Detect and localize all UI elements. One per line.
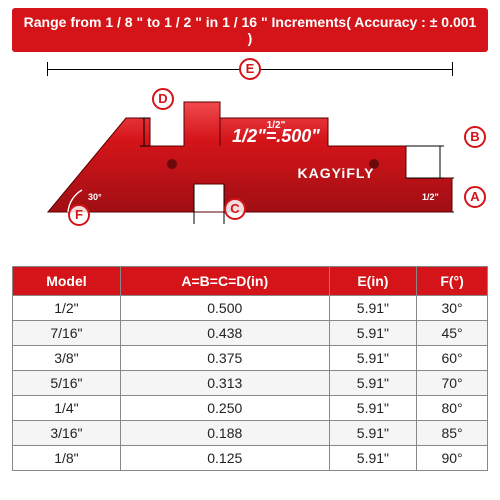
table-row: 3/8" 0.375 5.91" 60° (13, 346, 488, 371)
dimension-a-label: A (464, 186, 486, 208)
half-label-d: 1/2" (160, 130, 177, 140)
half-label-a: 1/2" (422, 192, 439, 202)
table-row: 7/16" 0.438 5.91" 45° (13, 321, 488, 346)
brand-engraving: KAGYiFLY (298, 165, 375, 181)
angle-text: 30° (88, 192, 102, 202)
tool-svg: 1/2"=.500" KAGYiFLY 1/2" 1/2" 1/2" 1/2" … (44, 84, 454, 244)
col-e: E(in) (329, 267, 416, 296)
tool-outline (48, 102, 452, 212)
table-row: 1/8" 0.125 5.91" 90° (13, 446, 488, 471)
tool-diagram: E (12, 58, 488, 258)
table-header-row: Model A=B=C=D(in) E(in) F(°) (13, 267, 488, 296)
col-model: Model (13, 267, 121, 296)
half-label-c: 1/2" (200, 194, 217, 204)
tool-hole-1 (167, 159, 177, 169)
dimension-d-label: D (152, 88, 174, 110)
specs-table: Model A=B=C=D(in) E(in) F(°) 1/2" 0.500 … (12, 266, 488, 471)
table-row: 3/16" 0.188 5.91" 85° (13, 421, 488, 446)
table-row: 1/2" 0.500 5.91" 30° (13, 296, 488, 321)
half-label-top: 1/2" (267, 120, 286, 131)
col-f: F(°) (417, 267, 488, 296)
dimension-b-label: B (464, 126, 486, 148)
table-body: 1/2" 0.500 5.91" 30° 7/16" 0.438 5.91" 4… (13, 296, 488, 471)
dimension-c-label: C (224, 198, 246, 220)
dimension-f-label: F (68, 204, 90, 226)
table-row: 5/16" 0.313 5.91" 70° (13, 371, 488, 396)
dimension-e-line: E (47, 62, 453, 76)
col-abcd: A=B=C=D(in) (120, 267, 329, 296)
header-banner: Range from 1 / 8 " to 1 / 2 " in 1 / 16 … (12, 8, 488, 52)
table-row: 1/4" 0.250 5.91" 80° (13, 396, 488, 421)
dimension-b-bracket (406, 146, 444, 178)
dimension-e-label: E (239, 58, 261, 80)
